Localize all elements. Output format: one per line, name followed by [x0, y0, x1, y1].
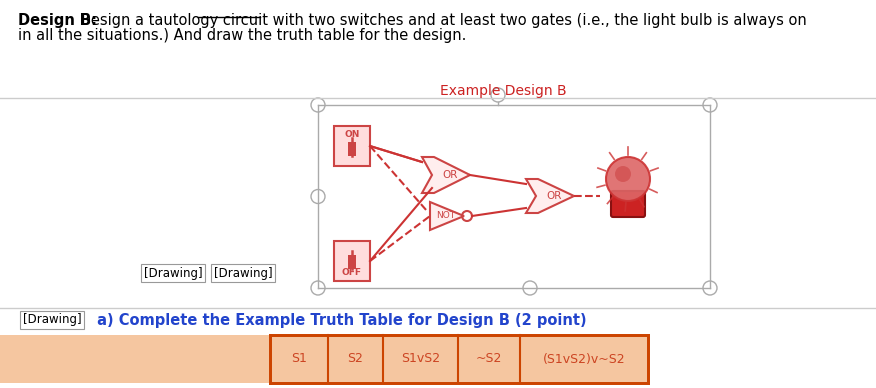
Polygon shape [526, 179, 574, 213]
Text: NOT: NOT [436, 211, 456, 220]
Text: a) Complete the Example Truth Table for Design B (2 point): a) Complete the Example Truth Table for … [92, 312, 587, 327]
Text: OR: OR [546, 191, 562, 201]
FancyBboxPatch shape [348, 255, 356, 269]
FancyBboxPatch shape [348, 142, 356, 156]
Text: [Drawing]: [Drawing] [23, 314, 81, 326]
Text: [Drawing]: [Drawing] [214, 267, 272, 279]
Text: [Drawing]: [Drawing] [144, 267, 202, 279]
Text: in all the situations.) And draw the truth table for the design.: in all the situations.) And draw the tru… [18, 28, 466, 43]
Text: OFF: OFF [342, 268, 362, 277]
Polygon shape [430, 202, 464, 230]
Text: ON: ON [344, 130, 360, 139]
Text: S2: S2 [348, 353, 364, 365]
Circle shape [615, 166, 631, 182]
Text: (S1vS2)v~S2: (S1vS2)v~S2 [543, 353, 625, 365]
Text: Design a tautology circuit with two switches and at least two gates (i.e., the l: Design a tautology circuit with two swit… [75, 13, 807, 28]
FancyBboxPatch shape [611, 191, 645, 217]
Text: Design B:: Design B: [18, 13, 97, 28]
FancyBboxPatch shape [334, 126, 370, 166]
FancyBboxPatch shape [270, 335, 648, 383]
Circle shape [606, 157, 650, 201]
Text: S1: S1 [291, 353, 307, 365]
FancyBboxPatch shape [334, 241, 370, 281]
FancyBboxPatch shape [0, 335, 648, 383]
Text: OR: OR [442, 170, 457, 180]
Text: S1vS2: S1vS2 [401, 353, 440, 365]
Text: ~S2: ~S2 [476, 353, 502, 365]
Polygon shape [422, 157, 470, 193]
Text: Example Design B: Example Design B [440, 84, 567, 98]
